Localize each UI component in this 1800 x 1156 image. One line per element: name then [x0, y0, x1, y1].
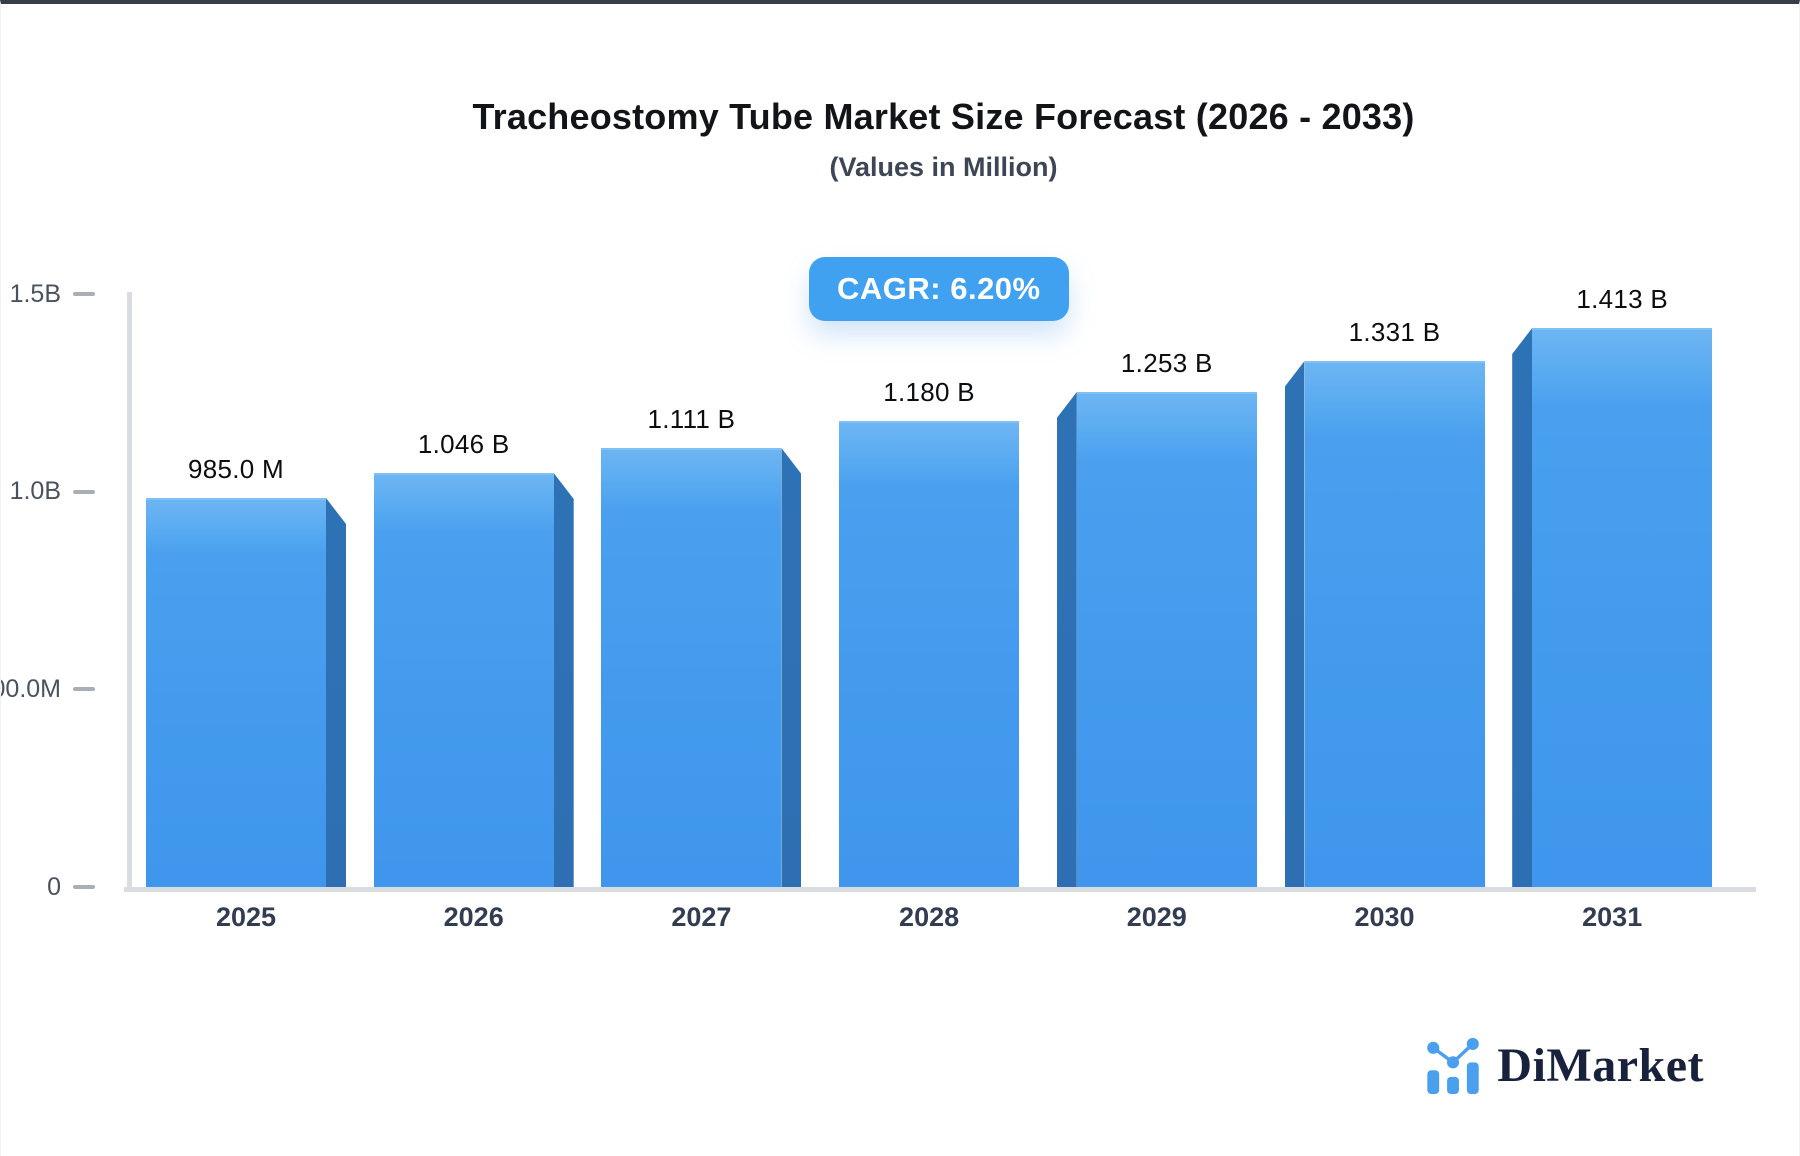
- x-axis-label-2030: 2030: [1354, 902, 1415, 932]
- bar-value-label: 1.111 B: [647, 404, 736, 434]
- bar-value-label: 1.046 B: [417, 429, 510, 459]
- bar-side-face: [781, 448, 802, 887]
- bar-side-face: [326, 498, 346, 887]
- brand-logo: DiMarket: [1427, 1036, 1704, 1094]
- bar-side-face: [553, 473, 574, 887]
- y-axis-tick-mark: [73, 687, 95, 692]
- x-axis-label-2026: 2026: [443, 902, 504, 932]
- bar-face: [146, 498, 326, 887]
- x-axis-label-2031: 2031: [1582, 902, 1643, 932]
- chart-subtitle: (Values in Million): [829, 152, 1058, 182]
- dimarket-logo-icon: [1427, 1037, 1480, 1094]
- y-axis-line: [127, 292, 132, 892]
- bar-face: [1076, 392, 1257, 887]
- bar-2031: [1512, 328, 1713, 887]
- y-axis-tick-label: 500.0M: [1, 674, 61, 703]
- bar-value-label: 985.0 M: [187, 454, 285, 484]
- bar-2028: [829, 421, 1029, 887]
- bar-side-face: [1284, 361, 1305, 887]
- bar-face: [839, 421, 1020, 887]
- bar-side-face: [1056, 392, 1077, 887]
- bar-2030: [1284, 361, 1485, 887]
- y-axis-tick: 0: [1, 872, 131, 902]
- y-axis-tick: 500.0M: [1, 674, 131, 704]
- y-axis-tick-mark: [73, 292, 95, 296]
- x-axis-label-2028: 2028: [899, 902, 960, 932]
- bar-value-label: 1.413 B: [1576, 284, 1669, 314]
- brand-name: DiMarket: [1497, 1038, 1704, 1092]
- bar-2027: [601, 448, 802, 887]
- bar-face: [601, 448, 782, 887]
- bar-2029: [1056, 392, 1257, 887]
- bar-value-label: 1.253 B: [1120, 348, 1213, 378]
- y-axis-tick-label: 1.5B: [9, 279, 61, 308]
- y-axis-tick-mark: [73, 489, 95, 494]
- chart-title: Tracheostomy Tube Market Size Forecast (…: [472, 96, 1415, 137]
- bar-value-label: 1.331 B: [1348, 317, 1441, 347]
- bar-face: [1532, 328, 1713, 887]
- bar-2025: [146, 498, 346, 887]
- x-axis-baseline: [124, 887, 1756, 892]
- x-axis-label-2029: 2029: [1126, 902, 1187, 932]
- y-axis-tick-label: 1.0B: [9, 477, 61, 506]
- bar-face: [373, 473, 554, 887]
- x-axis-label-2027: 2027: [671, 902, 732, 932]
- bar-value-label: 1.180 B: [883, 377, 975, 407]
- cagr-badge: CAGR: 6.20%: [809, 257, 1069, 321]
- cagr-badge-label: CAGR: 6.20%: [837, 271, 1041, 306]
- x-axis-label-2025: 2025: [215, 902, 277, 932]
- y-axis-tick-label: 0: [47, 872, 61, 901]
- bar-face: [1304, 361, 1485, 887]
- y-axis-tick: 1.5B: [1, 279, 131, 309]
- bar-2026: [373, 473, 574, 887]
- y-axis-tick: 1.0B: [1, 477, 131, 507]
- bar-side-face: [1512, 328, 1533, 887]
- y-axis-tick-mark: [73, 885, 95, 889]
